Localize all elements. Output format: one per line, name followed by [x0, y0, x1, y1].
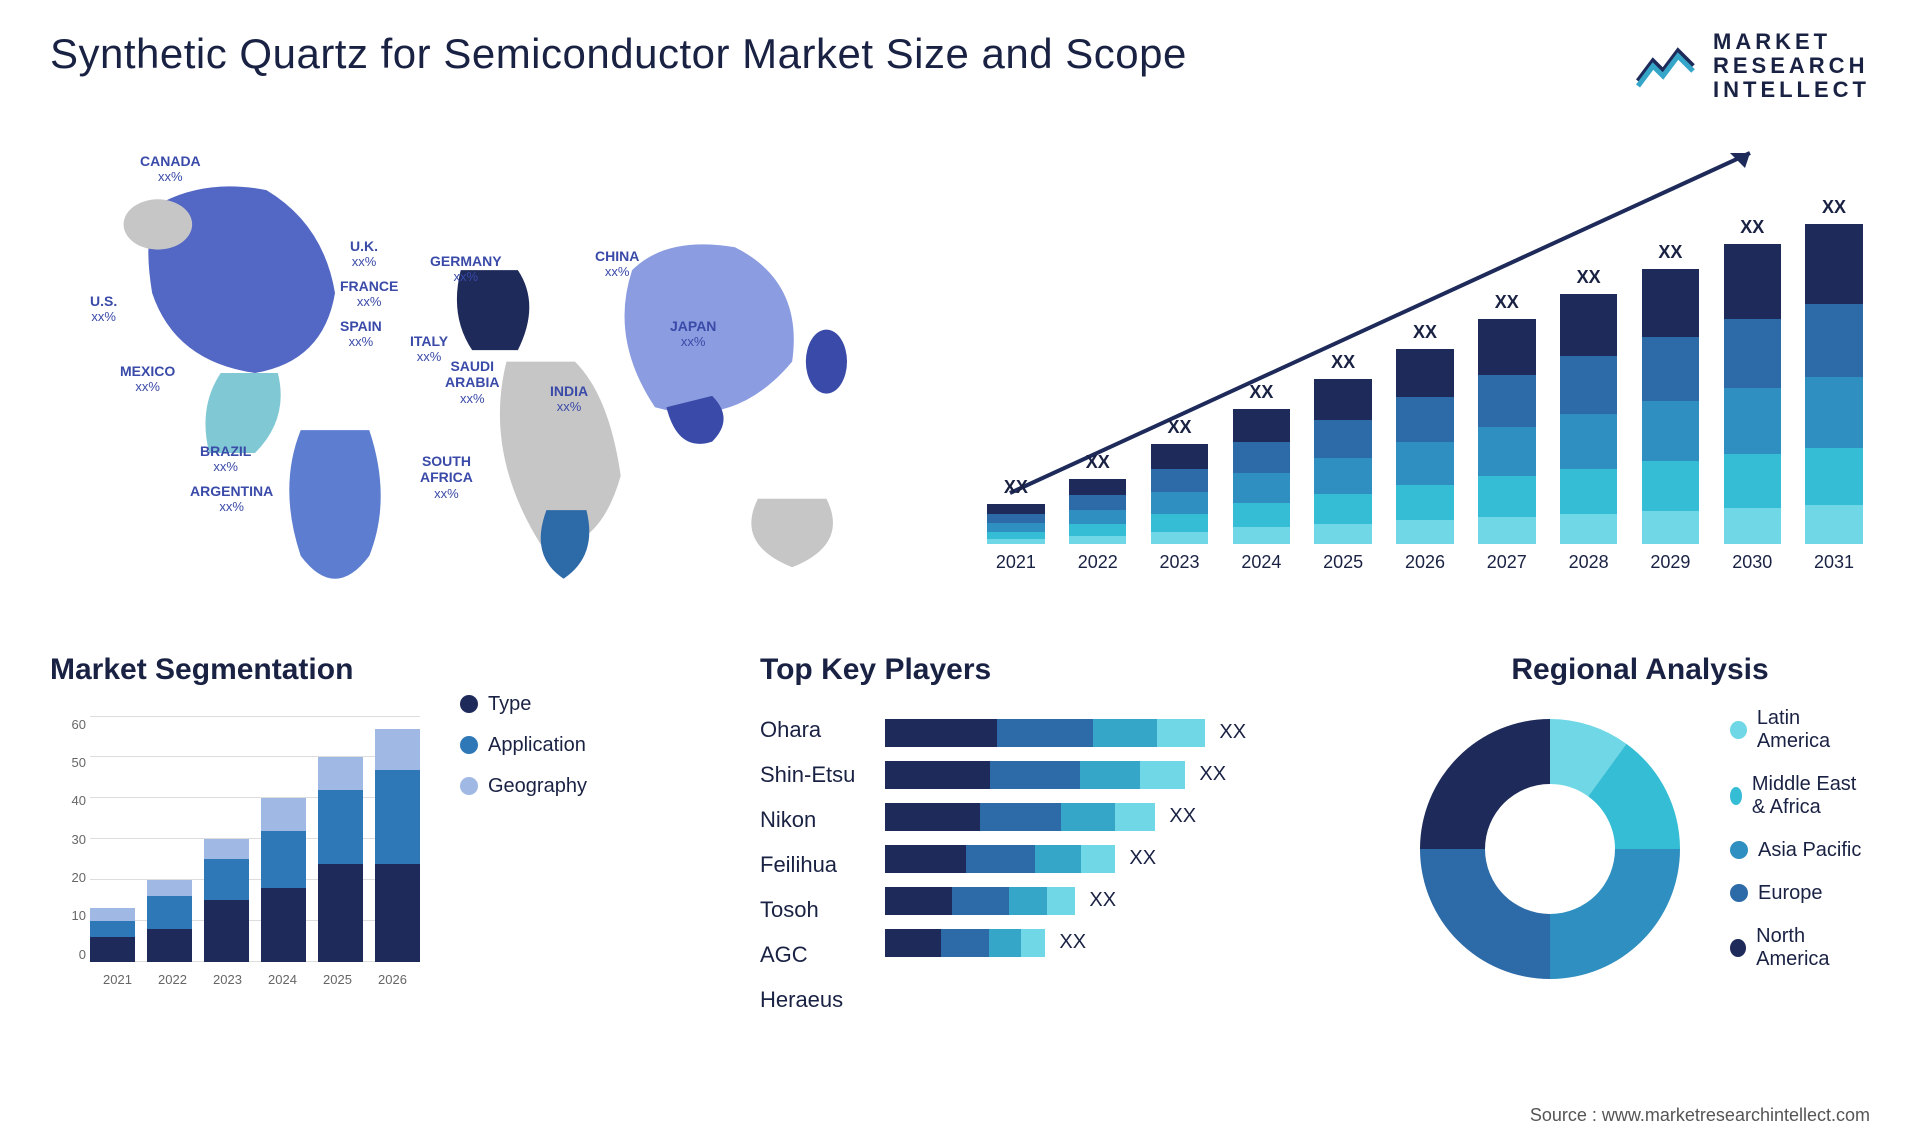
forecast-bar: XX2022 [1062, 452, 1134, 573]
segmentation-bar [90, 908, 135, 961]
donut-segment [1550, 849, 1680, 979]
map-label: SAUDIARABIAxx% [445, 358, 499, 407]
forecast-bar: XX2031 [1798, 197, 1870, 573]
map-label: MEXICOxx% [120, 363, 175, 395]
segmentation-title: Market Segmentation [50, 653, 430, 687]
player-bar-row: XX [885, 761, 1246, 789]
map-label: JAPANxx% [670, 318, 716, 350]
map-label: INDIAxx% [550, 383, 588, 415]
player-name: Ohara [760, 707, 855, 752]
map-label: ARGENTINAxx% [190, 483, 273, 515]
player-name: Feilihua [760, 842, 855, 887]
legend-item: North America [1730, 925, 1870, 971]
world-map: CANADAxx% U.S.xx% MEXICOxx% BRAZILxx% ARGENT… [50, 133, 940, 613]
segmentation-chart: 6050403020100 202120222023202420252026 [50, 707, 430, 987]
player-name: Shin-Etsu [760, 752, 855, 797]
player-name: Heraeus [760, 977, 855, 1022]
player-bar-row: XX [885, 719, 1246, 747]
forecast-bar: XX2026 [1389, 322, 1461, 573]
legend-item: Middle East & Africa [1730, 773, 1870, 819]
segmentation-legend: Type Application Geography [460, 693, 587, 1023]
forecast-bar: XX2025 [1307, 352, 1379, 573]
map-label: CANADAxx% [140, 153, 201, 185]
map-label: U.S.xx% [90, 293, 117, 325]
legend-item: Europe [1730, 882, 1870, 905]
legend-item: Type [460, 693, 587, 716]
forecast-bar: XX2028 [1553, 267, 1625, 573]
legend-item: Geography [460, 775, 587, 798]
player-bar-row: XX [885, 845, 1246, 873]
forecast-bar: XX2027 [1471, 292, 1543, 573]
logo-line1: MARKET [1713, 30, 1870, 54]
regional-donut [1410, 709, 1690, 989]
segmentation-bar [261, 798, 306, 961]
logo-line3: INTELLECT [1713, 78, 1870, 102]
logo: MARKET RESEARCH INTELLECT [1633, 30, 1870, 103]
map-label: SOUTHAFRICAxx% [420, 453, 473, 502]
regional-legend: Latin America Middle East & Africa Asia Pa… [1730, 707, 1870, 991]
map-label: BRAZILxx% [200, 443, 251, 475]
regional-panel: Regional Analysis Latin America Middle Ea… [1410, 653, 1870, 1023]
map-label: CHINAxx% [595, 248, 639, 280]
segmentation-bar [318, 757, 363, 961]
forecast-bar: XX2021 [980, 477, 1052, 573]
player-bar-row: XX [885, 887, 1246, 915]
donut-segment [1420, 719, 1550, 849]
regional-title: Regional Analysis [1410, 653, 1870, 687]
logo-line2: RESEARCH [1713, 54, 1870, 78]
legend-item: Asia Pacific [1730, 839, 1870, 862]
logo-icon [1633, 41, 1703, 91]
segmentation-panel: Market Segmentation 6050403020100 202120… [50, 653, 730, 1023]
map-label: ITALYxx% [410, 333, 448, 365]
player-bar-row: XX [885, 803, 1246, 831]
forecast-bar: XX2030 [1716, 217, 1788, 573]
segmentation-bar [375, 729, 420, 962]
map-label: SPAINxx% [340, 318, 382, 350]
forecast-bar: XX2023 [1144, 417, 1216, 573]
segmentation-bar [204, 839, 249, 961]
player-name: Nikon [760, 797, 855, 842]
legend-item: Application [460, 734, 587, 757]
map-label: GERMANYxx% [430, 253, 502, 285]
player-bar-row: XX [885, 929, 1246, 957]
forecast-bar: XX2024 [1225, 382, 1297, 573]
map-label: U.K.xx% [350, 238, 378, 270]
page-title: Synthetic Quartz for Semiconductor Marke… [50, 30, 1187, 78]
players-bars: XX XX XX XX XX XX [885, 719, 1246, 1023]
player-name: Tosoh [760, 887, 855, 932]
legend-item: Latin America [1730, 707, 1870, 753]
players-title: Top Key Players [760, 653, 1380, 687]
segmentation-bar [147, 880, 192, 962]
players-panel: Top Key Players OharaShin-EtsuNikonFeili… [760, 653, 1380, 1023]
forecast-bar: XX2029 [1635, 242, 1707, 573]
players-list: OharaShin-EtsuNikonFeilihuaTosohAGCHerae… [760, 707, 855, 1023]
donut-segment [1420, 849, 1550, 979]
source-text: Source : www.marketresearchintellect.com [1530, 1105, 1870, 1126]
forecast-chart: XX2021XX2022XX2023XX2024XX2025XX2026XX20… [980, 133, 1870, 613]
player-name: AGC [760, 932, 855, 977]
map-label: FRANCExx% [340, 278, 398, 310]
